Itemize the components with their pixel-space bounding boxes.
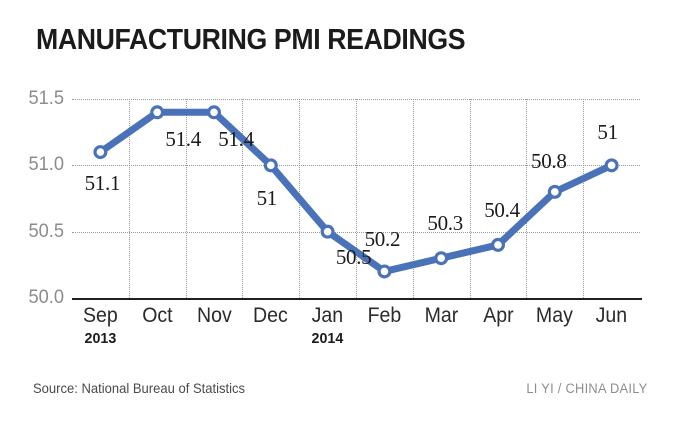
data-point-marker[interactable] <box>320 224 335 239</box>
y-axis-labels: 51.5 51.0 50.5 50.0 <box>0 88 64 308</box>
y-axis-tick-label: 50.5 <box>28 220 64 242</box>
series-line <box>96 108 616 275</box>
data-point-marker[interactable] <box>263 158 278 173</box>
y-axis-tick-label: 50.0 <box>28 287 64 308</box>
data-point-marker[interactable] <box>377 264 392 279</box>
gridline-vertical <box>356 99 357 298</box>
x-axis-month-label: May <box>536 304 574 327</box>
x-axis-category: Feb <box>356 303 413 329</box>
data-point-label: 51.4 <box>218 127 254 152</box>
x-axis-year-label: 2014 <box>311 330 344 347</box>
y-axis-tick-label: 51.5 <box>28 88 64 109</box>
x-axis-month-label: Feb <box>367 304 402 327</box>
page-title: MANUFACTURING PMI READINGS <box>36 24 466 56</box>
data-point-marker[interactable] <box>491 237 506 252</box>
x-axis-category: Jan 2014 <box>299 303 356 349</box>
y-axis-tick-label: 51.0 <box>28 154 64 176</box>
gridline-vertical <box>242 99 244 298</box>
gridline-vertical <box>412 99 414 298</box>
gridline-vertical <box>583 99 585 298</box>
data-point-label: 50.3 <box>427 211 463 236</box>
x-axis-category: Jun <box>583 303 640 329</box>
data-point-marker[interactable] <box>207 105 222 120</box>
x-axis-month-label: Apr <box>482 304 514 327</box>
x-axis-category: May <box>526 303 583 329</box>
x-axis-month-label: Oct <box>142 304 173 327</box>
x-axis-month-label: Jan <box>311 304 344 327</box>
data-point-marker[interactable] <box>434 251 449 266</box>
x-axis-month-label: Nov <box>196 304 232 327</box>
data-point-marker[interactable] <box>150 105 165 120</box>
data-point-label: 50.8 <box>531 148 567 173</box>
data-point-label: 50.2 <box>364 227 401 252</box>
data-point-label: 51.1 <box>84 171 121 196</box>
series-line-chart <box>93 105 619 279</box>
data-point-marker[interactable] <box>604 158 619 173</box>
x-axis-month-label: Mar <box>424 304 459 327</box>
x-axis-category: Sep 2013 <box>72 303 129 349</box>
x-axis-month-label: Sep <box>83 304 118 327</box>
gridline-vertical <box>185 99 187 298</box>
data-point-label: 51 <box>256 186 278 211</box>
data-point-label: 50.4 <box>484 197 520 222</box>
x-axis-month-label: Dec <box>253 304 289 327</box>
gridline-vertical <box>526 99 528 298</box>
data-point-label: 50.5 <box>335 244 372 269</box>
data-point-label: 51 <box>597 120 618 145</box>
x-axis-category: Dec <box>242 303 299 329</box>
x-axis-labels: Sep 2013 Oct Nov Dec Jan 2014 Feb Mar Apr May Jun <box>72 303 640 363</box>
x-axis-year-label: 2013 <box>84 330 117 347</box>
x-axis-baseline <box>72 298 642 300</box>
data-point-label: 51.4 <box>165 127 201 152</box>
credit-note: LI YI / CHINA DAILY <box>525 381 647 396</box>
x-axis-category: Oct <box>129 303 186 329</box>
data-point-marker[interactable] <box>547 184 562 199</box>
plot-area: 51.1 51.4 51.4 51 50.5 50.2 50.3 50.4 50.8 51 <box>72 99 640 298</box>
x-axis-month-label: Jun <box>595 304 628 327</box>
x-axis-category: Mar <box>413 303 470 329</box>
gridline-vertical <box>128 99 130 298</box>
source-note: Source: National Bureau of Statistics <box>33 380 246 396</box>
x-axis-category: Nov <box>186 303 243 329</box>
gridline-vertical <box>469 99 471 298</box>
data-point-marker[interactable] <box>93 145 108 160</box>
x-axis-category: Apr <box>470 303 527 329</box>
